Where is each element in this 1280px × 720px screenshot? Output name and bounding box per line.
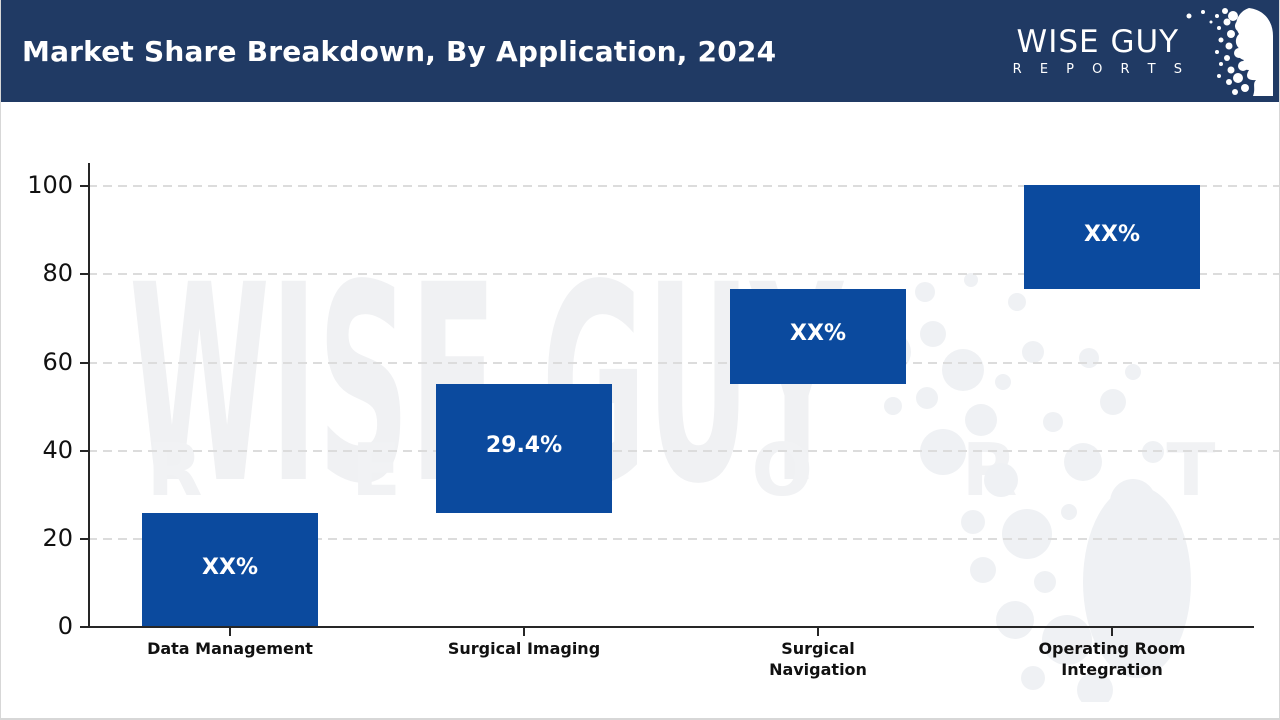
bar-value-label-1: XX%	[202, 554, 258, 580]
y-tick-40	[80, 449, 88, 452]
x-category-label-2: Surgical Imaging	[447, 639, 601, 658]
watermark-subtext: R E P O R T S	[147, 428, 1279, 512]
y-tick-60	[80, 361, 88, 364]
y-tick-label-60: 60	[42, 347, 73, 376]
bar-segment-1: XX%	[142, 513, 318, 626]
gridline-100	[88, 185, 1279, 188]
chart-area: WISE GUY R E P O R T S	[1, 102, 1279, 718]
y-tick-80	[80, 273, 88, 276]
bar-segment-2: 29.4%	[436, 383, 612, 514]
x-axis-spine	[88, 626, 1254, 628]
gridline-80	[88, 273, 1279, 276]
bar-value-label-3: XX%	[790, 321, 846, 347]
chart-title: Market Share Breakdown, By Application, …	[22, 34, 777, 68]
gridline-20	[88, 537, 1279, 540]
bar-value-label-2: 29.4%	[485, 433, 563, 459]
x-category-label-1: Data Management	[147, 639, 313, 658]
y-tick-20	[80, 537, 88, 540]
y-tick-100	[80, 185, 88, 188]
x-category-label-4: Operating Room Integration	[1038, 639, 1186, 679]
x-tick-4	[1111, 628, 1113, 636]
y-tick-label-20: 20	[42, 523, 73, 552]
logo-text: WISE GUY R E P O R T S	[1007, 23, 1189, 77]
y-tick-label-40: 40	[42, 435, 73, 464]
y-axis-spine	[88, 163, 90, 628]
y-tick-label-0: 0	[57, 612, 73, 640]
y-tick-label-80: 80	[42, 259, 73, 288]
bar-value-label-4: XX%	[1084, 222, 1140, 248]
bar-segment-3: XX%	[730, 289, 906, 384]
gridline-40	[88, 449, 1279, 452]
y-tick-label-100: 100	[27, 171, 73, 200]
y-tick-0	[80, 626, 88, 628]
x-tick-1	[229, 628, 231, 636]
logo-wordmark: WISE GUY	[1016, 23, 1180, 60]
x-tick-3	[817, 628, 819, 636]
logo-head-icon	[1186, 8, 1273, 96]
x-category-label-3: Surgical Navigation	[769, 639, 867, 679]
wiseguy-logo: WISE GUY R E P O R T S	[1007, 6, 1275, 96]
x-tick-2	[523, 628, 525, 636]
bar-segment-4: XX%	[1024, 185, 1200, 290]
header-bar: Market Share Breakdown, By Application, …	[1, 0, 1279, 102]
gridline-60	[88, 361, 1279, 364]
logo-subtext: R E P O R T S	[1012, 61, 1189, 77]
